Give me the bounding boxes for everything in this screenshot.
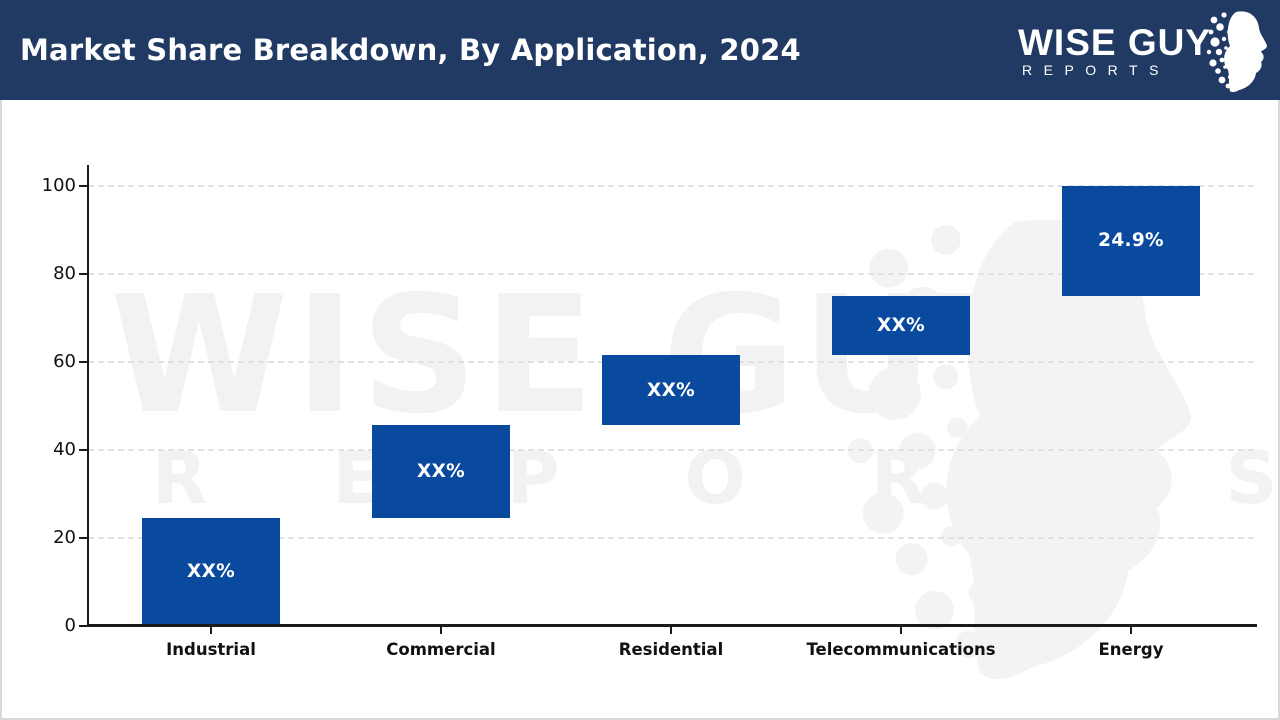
x-tick-mark-energy bbox=[1130, 627, 1132, 634]
x-category-label-energy: Energy bbox=[1098, 640, 1164, 659]
logo-wordmark: WISE GUY bbox=[1018, 22, 1212, 63]
bar-energy: 24.9% bbox=[1062, 186, 1200, 296]
y-tick-mark-0 bbox=[79, 625, 87, 627]
bar-value-label: XX% bbox=[417, 461, 465, 483]
header-bar: Market Share Breakdown, By Application, … bbox=[0, 0, 1280, 100]
y-tick-label-100: 100 bbox=[41, 175, 76, 196]
gridline-100 bbox=[88, 185, 1254, 187]
x-category-label-telecommunications: Telecommunications bbox=[806, 640, 996, 659]
gridline-20 bbox=[88, 537, 1254, 539]
x-category-label-industrial: Industrial bbox=[166, 640, 256, 659]
x-tick-mark-industrial bbox=[210, 627, 212, 634]
bar-value-label: XX% bbox=[877, 314, 925, 336]
y-tick-mark-80 bbox=[79, 273, 87, 275]
x-tick-mark-residential bbox=[670, 627, 672, 634]
y-axis-spine bbox=[87, 165, 89, 626]
page-title: Market Share Breakdown, By Application, … bbox=[20, 33, 801, 67]
y-tick-mark-60 bbox=[79, 361, 87, 363]
brand-logo: WISE GUY REPORTS bbox=[1018, 6, 1268, 96]
x-category-label-residential: Residential bbox=[618, 640, 724, 659]
bar-value-label: 24.9% bbox=[1098, 230, 1164, 252]
x-tick-mark-commercial bbox=[440, 627, 442, 634]
y-tick-label-20: 20 bbox=[53, 527, 76, 548]
y-tick-label-40: 40 bbox=[53, 439, 76, 460]
x-category-label-commercial: Commercial bbox=[386, 640, 496, 659]
y-tick-label-80: 80 bbox=[53, 263, 76, 284]
x-tick-mark-telecommunications bbox=[900, 627, 902, 634]
y-tick-mark-20 bbox=[79, 537, 87, 539]
y-tick-label-0: 0 bbox=[64, 615, 76, 636]
bar-residential: XX% bbox=[602, 355, 740, 426]
logo-subtext: REPORTS bbox=[1022, 62, 1170, 78]
y-tick-mark-40 bbox=[79, 449, 87, 451]
gridline-80 bbox=[88, 273, 1254, 275]
logo-face-icon bbox=[1206, 11, 1267, 93]
x-axis-spine bbox=[87, 624, 1257, 627]
gridline-40 bbox=[88, 449, 1254, 451]
bar-value-label: XX% bbox=[187, 561, 235, 583]
y-tick-mark-100 bbox=[79, 185, 87, 187]
bar-telecommunications: XX% bbox=[832, 295, 970, 356]
y-tick-label-60: 60 bbox=[53, 351, 76, 372]
bar-industrial: XX% bbox=[142, 517, 280, 626]
bar-value-label: XX% bbox=[647, 379, 695, 401]
bar-commercial: XX% bbox=[372, 425, 510, 518]
